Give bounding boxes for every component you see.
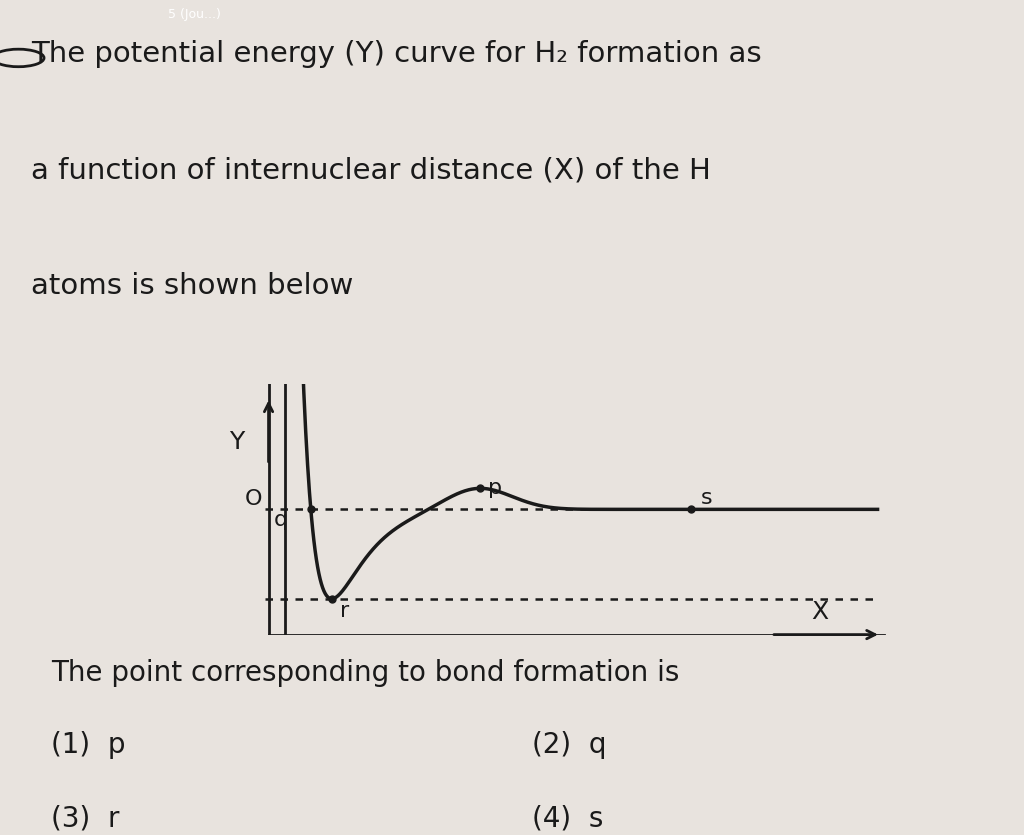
Text: a function of internuclear distance (X) of the H: a function of internuclear distance (X) … — [31, 156, 711, 185]
Text: (4)  s: (4) s — [532, 805, 604, 833]
Text: s: s — [701, 488, 713, 508]
Text: 5 (Jou...): 5 (Jou...) — [168, 8, 221, 21]
Text: The potential energy (Y) curve for H₂ formation as: The potential energy (Y) curve for H₂ fo… — [31, 40, 762, 68]
Text: O: O — [246, 488, 263, 509]
Text: (1)  p: (1) p — [51, 731, 126, 759]
Text: (3)  r: (3) r — [51, 805, 120, 833]
Text: q: q — [274, 510, 288, 530]
Text: Y: Y — [228, 430, 244, 454]
Text: (2)  q: (2) q — [532, 731, 607, 759]
Text: X: X — [811, 600, 828, 624]
Text: p: p — [488, 478, 502, 498]
Text: The point corresponding to bond formation is: The point corresponding to bond formatio… — [51, 659, 680, 686]
Text: atoms is shown below: atoms is shown below — [31, 272, 353, 300]
Text: r: r — [340, 600, 349, 620]
